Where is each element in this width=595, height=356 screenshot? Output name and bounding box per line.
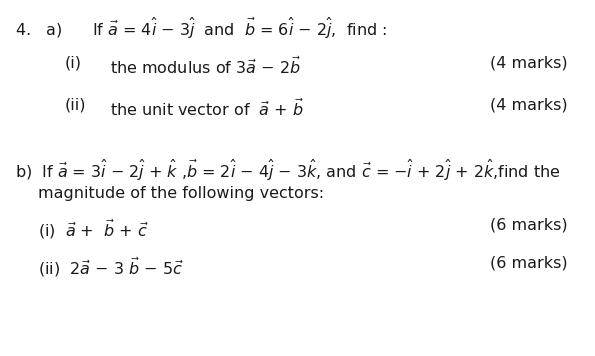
Text: (i): (i) xyxy=(65,56,82,71)
Text: (4 marks): (4 marks) xyxy=(490,98,568,113)
Text: (ii)  $2\vec{a}$ $-$ 3 $\vec{b}$ $-$ 5$\vec{c}$: (ii) $2\vec{a}$ $-$ 3 $\vec{b}$ $-$ 5$\v… xyxy=(38,256,184,279)
Text: (i)  $\vec{a}$ +  $\vec{b}$ + $\vec{c}$: (i) $\vec{a}$ + $\vec{b}$ + $\vec{c}$ xyxy=(38,218,149,241)
Text: (4 marks): (4 marks) xyxy=(490,56,568,71)
Text: the unit vector of  $\vec{a}$ + $\vec{b}$: the unit vector of $\vec{a}$ + $\vec{b}$ xyxy=(110,98,304,119)
Text: b)  If $\vec{a}$ = 3$\hat{i}$ $-$ 2$\hat{j}$ + $\hat{k}$ ,$\vec{b}$ = 2$\hat{i}$: b) If $\vec{a}$ = 3$\hat{i}$ $-$ 2$\hat{… xyxy=(15,158,560,183)
Text: (6 marks): (6 marks) xyxy=(490,256,568,271)
Text: (ii): (ii) xyxy=(65,98,86,113)
Text: (6 marks): (6 marks) xyxy=(490,218,568,233)
Text: the modulus of $3\vec{a}$ $-$ $2\vec{b}$: the modulus of $3\vec{a}$ $-$ $2\vec{b}$ xyxy=(110,56,301,77)
Text: 4.   a)      If $\vec{a}$ = 4$\hat{i}$ $-$ 3$\hat{j}$  and  $\vec{b}$ = 6$\hat{i: 4. a) If $\vec{a}$ = 4$\hat{i}$ $-$ 3$\h… xyxy=(15,16,387,41)
Text: magnitude of the following vectors:: magnitude of the following vectors: xyxy=(38,186,324,201)
